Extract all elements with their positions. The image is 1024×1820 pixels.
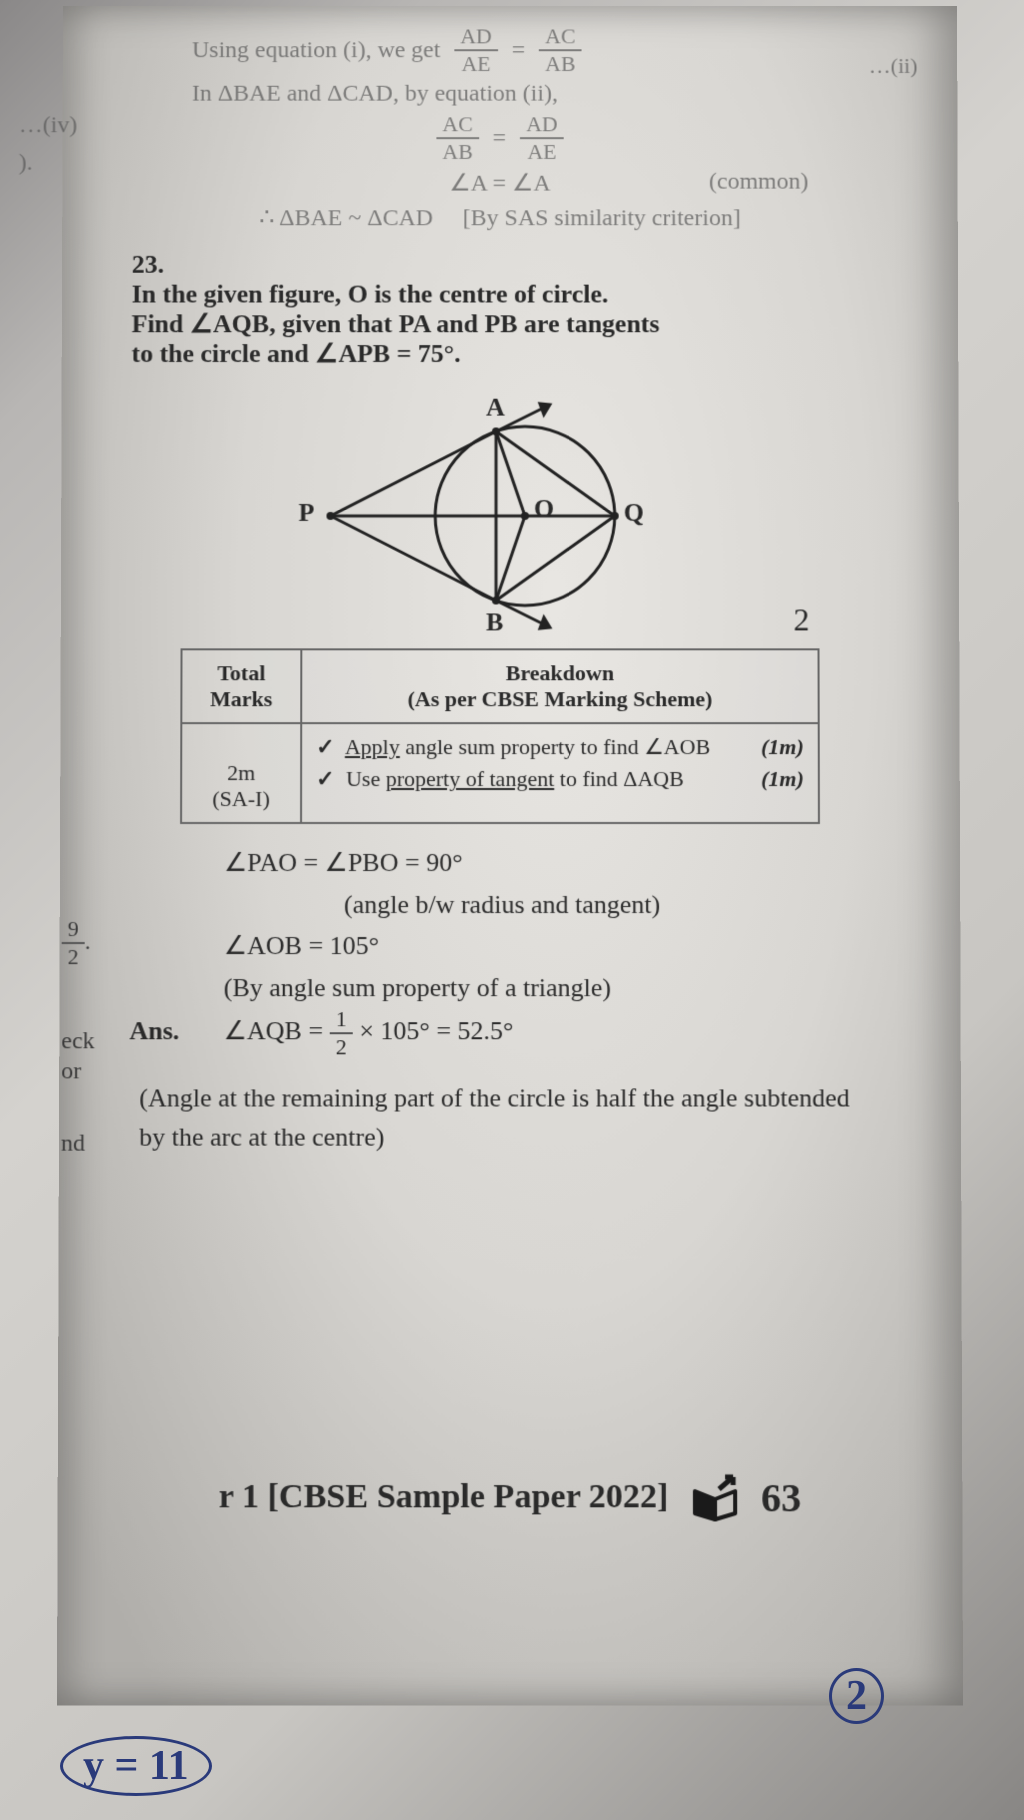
label-Q: Q — [624, 498, 644, 528]
left-nd: nd — [61, 1131, 85, 1158]
common-note: (common) — [709, 169, 809, 196]
margin-dot: ). — [19, 150, 33, 177]
frac-ad-ae-2: ADAE — [520, 113, 564, 162]
handwriting-2: 2 — [829, 1672, 884, 1720]
check-icon: ✓ — [316, 766, 334, 791]
frac-ac-ab: ACAB — [539, 26, 581, 75]
marking-scheme-table: Total Marks Breakdown (As per CBSE Marki… — [180, 648, 820, 824]
page-number: 63 — [761, 1473, 801, 1520]
footer-text: r 1 [CBSE Sample Paper 2022] — [219, 1478, 669, 1516]
answer-block: Ans. ∠PAO = ∠PBO = 90° (angle b/w radius… — [129, 842, 871, 1157]
margin-iv: …(iv) — [19, 112, 77, 139]
q23-line2: Find ∠AQB, given that PA and PB are tang… — [132, 309, 660, 338]
left-or: or — [61, 1058, 81, 1085]
check-icon: ✓ — [316, 734, 334, 759]
page-footer: r 1 [CBSE Sample Paper 2022] 63 — [58, 1471, 963, 1524]
td-sa: (SA-I) — [212, 786, 269, 811]
handwriting-y11: y = 11 — [60, 1742, 212, 1790]
angle-a-eq: ∠A = ∠A — [449, 171, 550, 197]
th-marks: Marks — [210, 686, 272, 711]
ans-l2: ∠AOB = 105° — [224, 931, 379, 960]
circle-diagram: P A B O Q — [290, 387, 709, 646]
ans-l2-note: (By angle sum property of a triangle) — [224, 973, 611, 1002]
q23-number: 23. — [132, 250, 178, 280]
th-total: Total — [217, 660, 265, 685]
label-B: B — [486, 608, 503, 638]
label-A: A — [486, 393, 505, 423]
label-P: P — [299, 498, 315, 528]
by-sas: [By SAS similarity criterion] — [463, 205, 741, 231]
td-2m: 2m — [227, 760, 255, 785]
conclusion: ∴ ΔBAE ~ ΔCAD — [259, 205, 433, 231]
using-text: Using equation (i), we get — [192, 37, 440, 64]
margin-ii: …(ii) — [869, 53, 918, 79]
ans-l1-note: (angle b/w radius and tangent) — [224, 890, 660, 919]
ans-l4: (Angle at the remaining part of the circ… — [139, 1079, 871, 1157]
q23-line1: In the given figure, O is the centre of … — [132, 280, 609, 309]
book-arrow-icon — [689, 1471, 741, 1524]
th-scheme: (As per CBSE Marking Scheme) — [408, 686, 713, 711]
derivation-block: Using equation (i), we get ADAE = ACAB I… — [132, 26, 868, 233]
label-O: O — [534, 494, 554, 524]
q23-line3: to the circle and ∠APB = 75°. — [131, 339, 460, 368]
scheme-row1: ✓ Apply angle sum property to find ∠AOB … — [316, 734, 804, 760]
frac-ad-ae: ADAE — [454, 26, 498, 75]
textbook-page: …(iv) ). …(ii) Using equation (i), we ge… — [57, 6, 963, 1706]
ans-l1: ∠PAO = ∠PBO = 90° — [224, 848, 463, 877]
left-eck: eck — [61, 1028, 94, 1055]
in-bae-text: In ΔBAE and ΔCAD, by equation (ii), — [132, 81, 868, 108]
question-23: 23. In the given figure, O is the centre… — [131, 250, 868, 369]
ans-l3: ∠AQB = 12 × 105° = 52.5° — [224, 1017, 514, 1046]
left-frac: 92. — [62, 918, 91, 968]
frac-ac-ab-2: ACAB — [436, 113, 478, 162]
ans-label: Ans. — [129, 1017, 219, 1047]
th-breakdown: Breakdown — [506, 660, 614, 685]
scheme-row2: ✓ Use property of tangent to find ΔAQB (… — [316, 766, 804, 792]
